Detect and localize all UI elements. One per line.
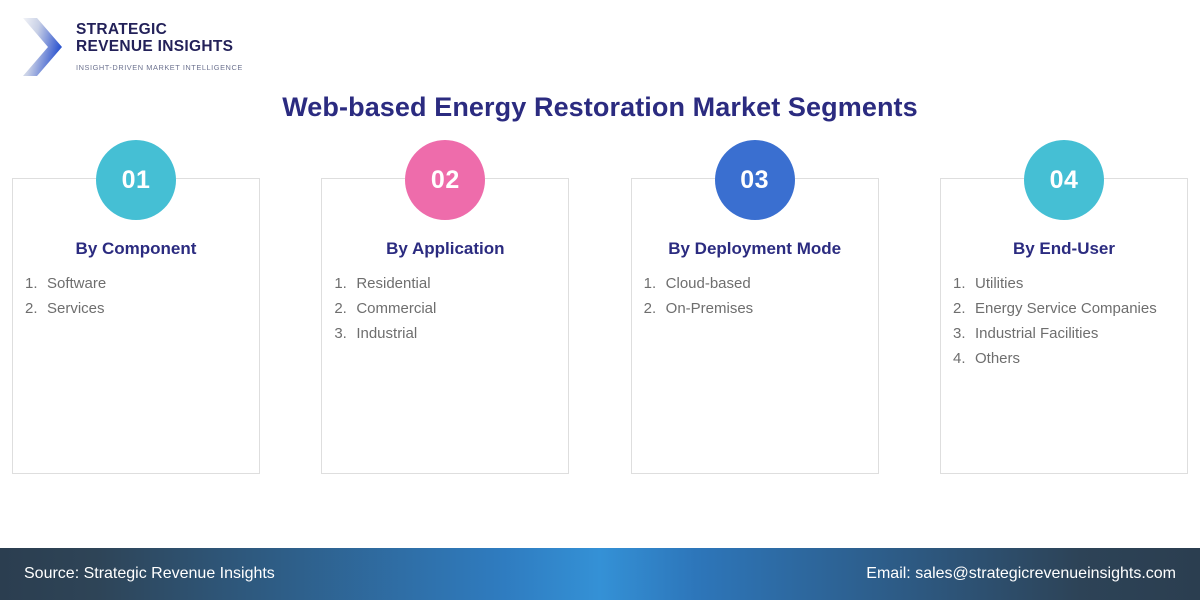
- segment-number-badge: 04: [1023, 140, 1104, 220]
- chevron-arrow-logo-icon: [20, 16, 66, 78]
- list-item-number: 2.: [334, 300, 347, 317]
- segment-item-list: 1. Cloud-based 2. On-Premises: [644, 271, 868, 321]
- segment-card: 03 By Deployment Mode 1. Cloud-based 2. On…: [630, 140, 879, 474]
- list-item-label: Others: [974, 350, 1020, 367]
- segment-title: By End-User: [1012, 239, 1115, 258]
- brand-tagline: INSIGHT-DRIVEN MARKET INTELLIGENCE: [76, 62, 243, 72]
- brand-name-line1: STRATEGIC: [76, 21, 168, 39]
- list-item-label: Industrial: [356, 325, 418, 342]
- list-item: 4. Others: [953, 346, 1177, 371]
- list-item: 1. Utilities: [953, 271, 1177, 296]
- list-item-label: Utilities: [974, 275, 1024, 292]
- footer-email: Email: sales@strategicrevenueinsights.co…: [866, 565, 1176, 582]
- list-item-label: Residential: [356, 275, 431, 292]
- list-item: 3. Industrial: [334, 321, 558, 346]
- segment-item-list: 1. Residential 2. Commercial 3. Industrial: [334, 271, 558, 346]
- list-item: 1. Cloud-based: [644, 271, 868, 296]
- list-item-number: 2.: [25, 300, 38, 317]
- list-item-number: 1.: [643, 275, 657, 292]
- brand-logo: STRATEGIC REVENUE INSIGHTS INSIGHT-DRIVE…: [20, 16, 243, 78]
- list-item-number: 1.: [952, 275, 966, 292]
- segment-title: By Deployment Mode: [668, 239, 842, 258]
- list-item: 2. Commercial: [334, 296, 558, 321]
- list-item: 1. Software: [25, 271, 249, 296]
- list-item-label: Services: [47, 300, 105, 317]
- footer-bar: Source: Strategic Revenue Insights Email…: [0, 548, 1200, 600]
- list-item-number: 3.: [334, 325, 347, 342]
- segment-number-badge: 02: [405, 140, 486, 220]
- list-item-label: Industrial Facilities: [974, 325, 1099, 342]
- list-item: 1. Residential: [334, 271, 558, 296]
- brand-name-line2: REVENUE INSIGHTS: [76, 38, 234, 55]
- list-item: 3. Industrial Facilities: [953, 321, 1177, 346]
- segment-title: By Component: [75, 239, 197, 258]
- list-item: 2. Energy Service Companies: [953, 296, 1177, 321]
- list-item: 2. Services: [25, 296, 249, 321]
- segment-item-list: 1. Software 2. Services: [25, 271, 249, 321]
- list-item-label: Software: [47, 275, 107, 292]
- list-item-number: 4.: [952, 350, 966, 367]
- list-item-label: Cloud-based: [665, 275, 751, 292]
- list-item-number: 1.: [25, 275, 38, 292]
- segment-card-row: 01 By Component 1. Software 2. Services 02…: [12, 140, 1188, 474]
- list-item-number: 1.: [334, 275, 347, 292]
- list-item-label: Commercial: [356, 300, 437, 317]
- segment-number-badge: 03: [714, 140, 795, 220]
- list-item-number: 3.: [952, 325, 966, 342]
- segment-card: 04 By End-User 1. Utilities 2. Energy Serv…: [939, 140, 1188, 474]
- segment-title: By Application: [386, 239, 505, 258]
- segment-number-badge: 01: [96, 140, 176, 220]
- segment-item-list: 1. Utilities 2. Energy Service Companies 3…: [953, 271, 1177, 371]
- list-item-label: On-Premises: [665, 300, 754, 317]
- footer-source: Source: Strategic Revenue Insights: [24, 565, 275, 582]
- brand-wordmark: STRATEGIC REVENUE INSIGHTS INSIGHT-DRIVE…: [76, 21, 243, 72]
- page-title: Web-based Energy Restoration Market Segm…: [282, 92, 918, 122]
- segment-card: 01 By Component 1. Software 2. Services: [12, 140, 260, 474]
- list-item-label: Energy Service Companies: [974, 300, 1157, 317]
- list-item-number: 2.: [643, 300, 657, 317]
- segment-card: 02 By Application 1. Residential 2. Commer…: [321, 140, 570, 474]
- list-item-number: 2.: [952, 300, 966, 317]
- list-item: 2. On-Premises: [644, 296, 868, 321]
